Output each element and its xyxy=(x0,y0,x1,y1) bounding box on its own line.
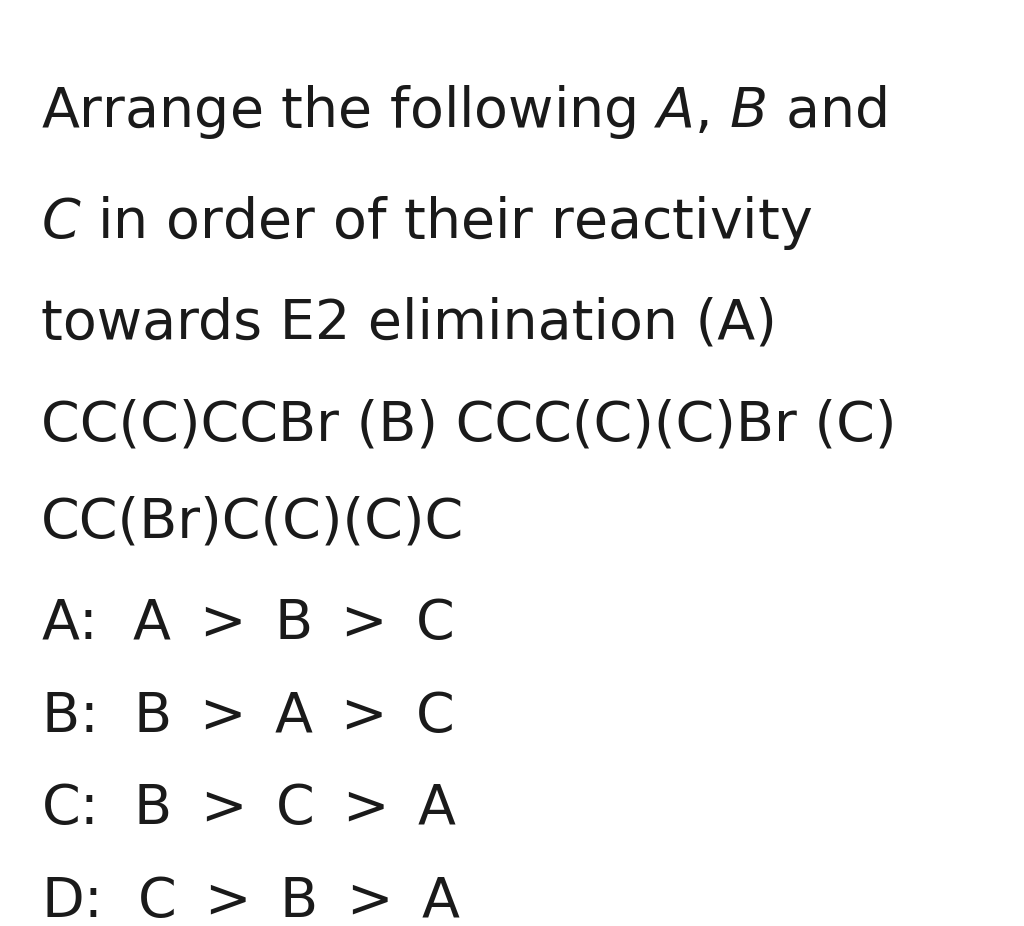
Text: $\mathit{C}$ in order of their reactivity: $\mathit{C}$ in order of their reactivit… xyxy=(41,194,812,253)
Text: B:  B $>$ A $>$ C: B: B $>$ A $>$ C xyxy=(41,690,454,744)
Text: C:  B $>$ C $>$ A: C: B $>$ C $>$ A xyxy=(41,782,457,836)
Text: A:  A $>$ B $>$ C: A: A $>$ B $>$ C xyxy=(41,597,454,651)
Text: D:  C $>$ B $>$ A: D: C $>$ B $>$ A xyxy=(41,875,461,926)
Text: Arrange the following $\mathit{A}$, $\mathit{B}$ and: Arrange the following $\mathit{A}$, $\ma… xyxy=(41,83,887,142)
Text: CC(Br)C(C)(C)C: CC(Br)C(C)(C)C xyxy=(41,495,464,549)
Text: towards E2 elimination (A): towards E2 elimination (A) xyxy=(41,296,777,350)
Text: CC(C)CCBr (B) CCC(C)(C)Br (C): CC(C)CCBr (B) CCC(C)(C)Br (C) xyxy=(41,398,896,452)
